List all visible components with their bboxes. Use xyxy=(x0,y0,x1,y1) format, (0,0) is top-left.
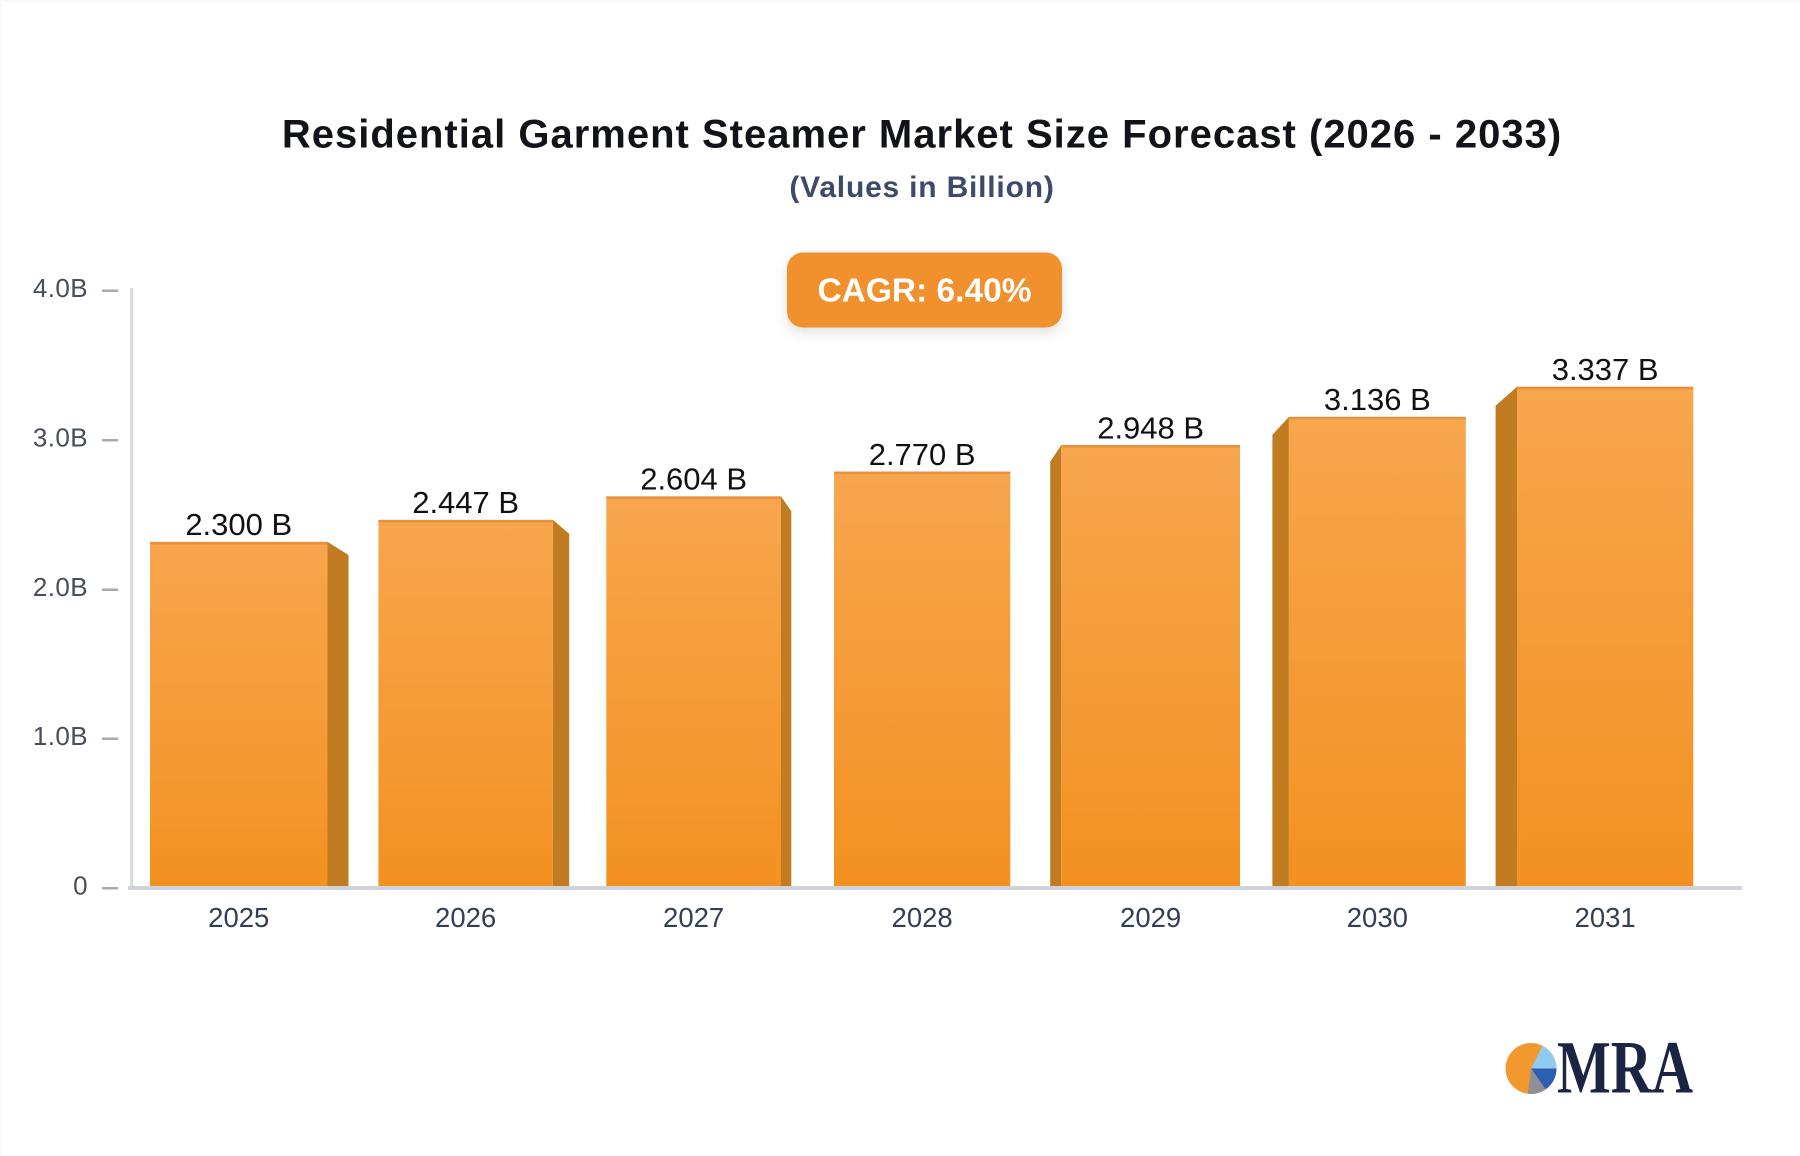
svg-text:2029: 2029 xyxy=(1120,902,1181,933)
svg-text:(Values in Billion): (Values in Billion) xyxy=(789,171,1054,204)
svg-text:4.0B: 4.0B xyxy=(33,273,88,303)
svg-text:2025: 2025 xyxy=(208,902,269,933)
svg-text:3.337 B: 3.337 B xyxy=(1552,352,1659,387)
svg-text:1.0B: 1.0B xyxy=(33,721,88,751)
svg-text:2.604 B: 2.604 B xyxy=(640,462,747,497)
svg-text:0: 0 xyxy=(73,871,88,901)
svg-text:3.0B: 3.0B xyxy=(33,423,88,453)
svg-text:2.300 B: 2.300 B xyxy=(185,507,292,542)
svg-text:2.0B: 2.0B xyxy=(33,572,88,602)
svg-text:CAGR: 6.40%: CAGR: 6.40% xyxy=(817,273,1031,310)
svg-text:2026: 2026 xyxy=(435,902,496,933)
svg-text:2030: 2030 xyxy=(1347,902,1408,933)
svg-text:2.770 B: 2.770 B xyxy=(869,437,976,472)
svg-text:2.948 B: 2.948 B xyxy=(1097,410,1204,445)
svg-text:Residential Garment Steamer Ma: Residential Garment Steamer Market Size … xyxy=(282,113,1562,157)
svg-text:2028: 2028 xyxy=(892,902,953,933)
svg-text:2027: 2027 xyxy=(663,902,724,933)
svg-text:3.136 B: 3.136 B xyxy=(1324,382,1431,417)
svg-text:2.447 B: 2.447 B xyxy=(412,485,519,520)
svg-text:2031: 2031 xyxy=(1575,902,1636,933)
svg-text:MRA: MRA xyxy=(1557,1027,1693,1110)
